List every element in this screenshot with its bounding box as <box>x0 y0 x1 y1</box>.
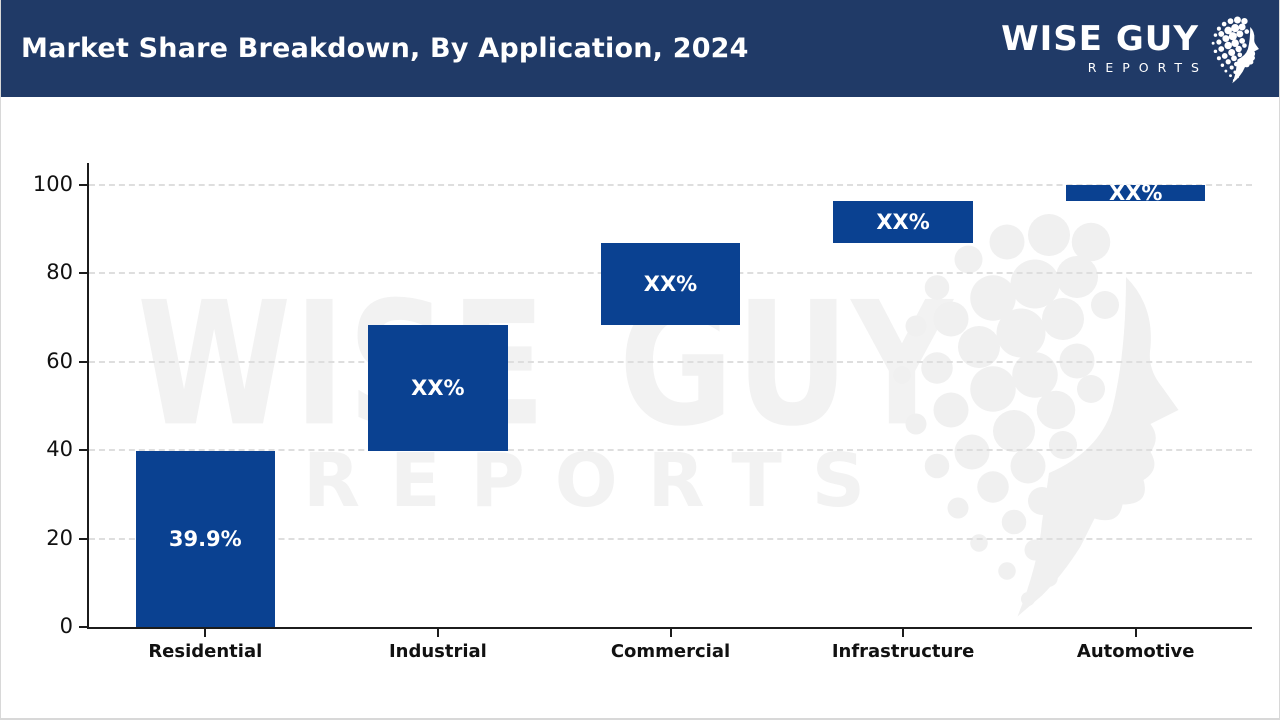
y-axis-spine <box>87 163 89 629</box>
y-tick-mark <box>79 184 88 187</box>
page-title: Market Share Breakdown, By Application, … <box>21 33 749 64</box>
bar-value-label: XX% <box>411 375 465 400</box>
logo-subtitle: REPORTS <box>1087 59 1208 75</box>
x-tick-mark <box>902 629 905 637</box>
y-tick-label: 60 <box>46 348 73 373</box>
x-axis-label: Automotive <box>1076 641 1195 662</box>
y-gridline <box>89 537 1252 540</box>
x-tick-mark <box>669 629 672 637</box>
bar-segment: 39.9% <box>135 450 276 627</box>
y-tick-label: 20 <box>46 525 73 550</box>
wiseguy-logo: WISE GUY REPORTS <box>1001 9 1263 89</box>
y-tick-label: 80 <box>46 260 73 285</box>
x-tick-mark <box>436 629 439 637</box>
bar-value-label: 39.9% <box>168 526 242 551</box>
bar-value-label: XX% <box>876 210 930 235</box>
y-gridline <box>89 360 1252 363</box>
x-axis-label: Industrial <box>388 641 487 662</box>
y-tick-label: 100 <box>32 172 73 197</box>
y-tick-mark <box>79 449 88 452</box>
wiseguy-logo-text: WISE GUY REPORTS <box>1001 19 1199 74</box>
x-tick-mark <box>204 629 207 637</box>
bar-segment: XX% <box>368 325 508 451</box>
logo-wordmark: WISE GUY <box>1001 19 1199 60</box>
y-gridline <box>89 449 1252 452</box>
x-axis-label: Commercial <box>610 641 731 662</box>
y-tick-mark <box>79 537 88 540</box>
bar-value-label: XX% <box>643 272 698 297</box>
x-tick-mark <box>1134 629 1137 637</box>
y-tick-label: 0 <box>59 614 73 638</box>
y-tick-mark <box>79 626 88 628</box>
y-tick-mark <box>79 360 88 363</box>
logo-face-icon <box>1211 16 1259 83</box>
bar-segment: XX% <box>1065 181 1206 205</box>
header-banner: Market Share Breakdown, By Application, … <box>1 0 1279 97</box>
x-axis-spine <box>87 627 1252 629</box>
y-gridline <box>89 184 1252 187</box>
bar-segment: XX% <box>600 243 741 326</box>
y-tick-mark <box>79 272 88 275</box>
bar-segment: XX% <box>833 201 973 244</box>
bar-value-label: XX% <box>1108 181 1163 206</box>
x-axis-label: Residential <box>148 641 263 662</box>
x-axis-label: Infrastructure <box>831 641 975 662</box>
y-tick-label: 40 <box>46 437 73 462</box>
